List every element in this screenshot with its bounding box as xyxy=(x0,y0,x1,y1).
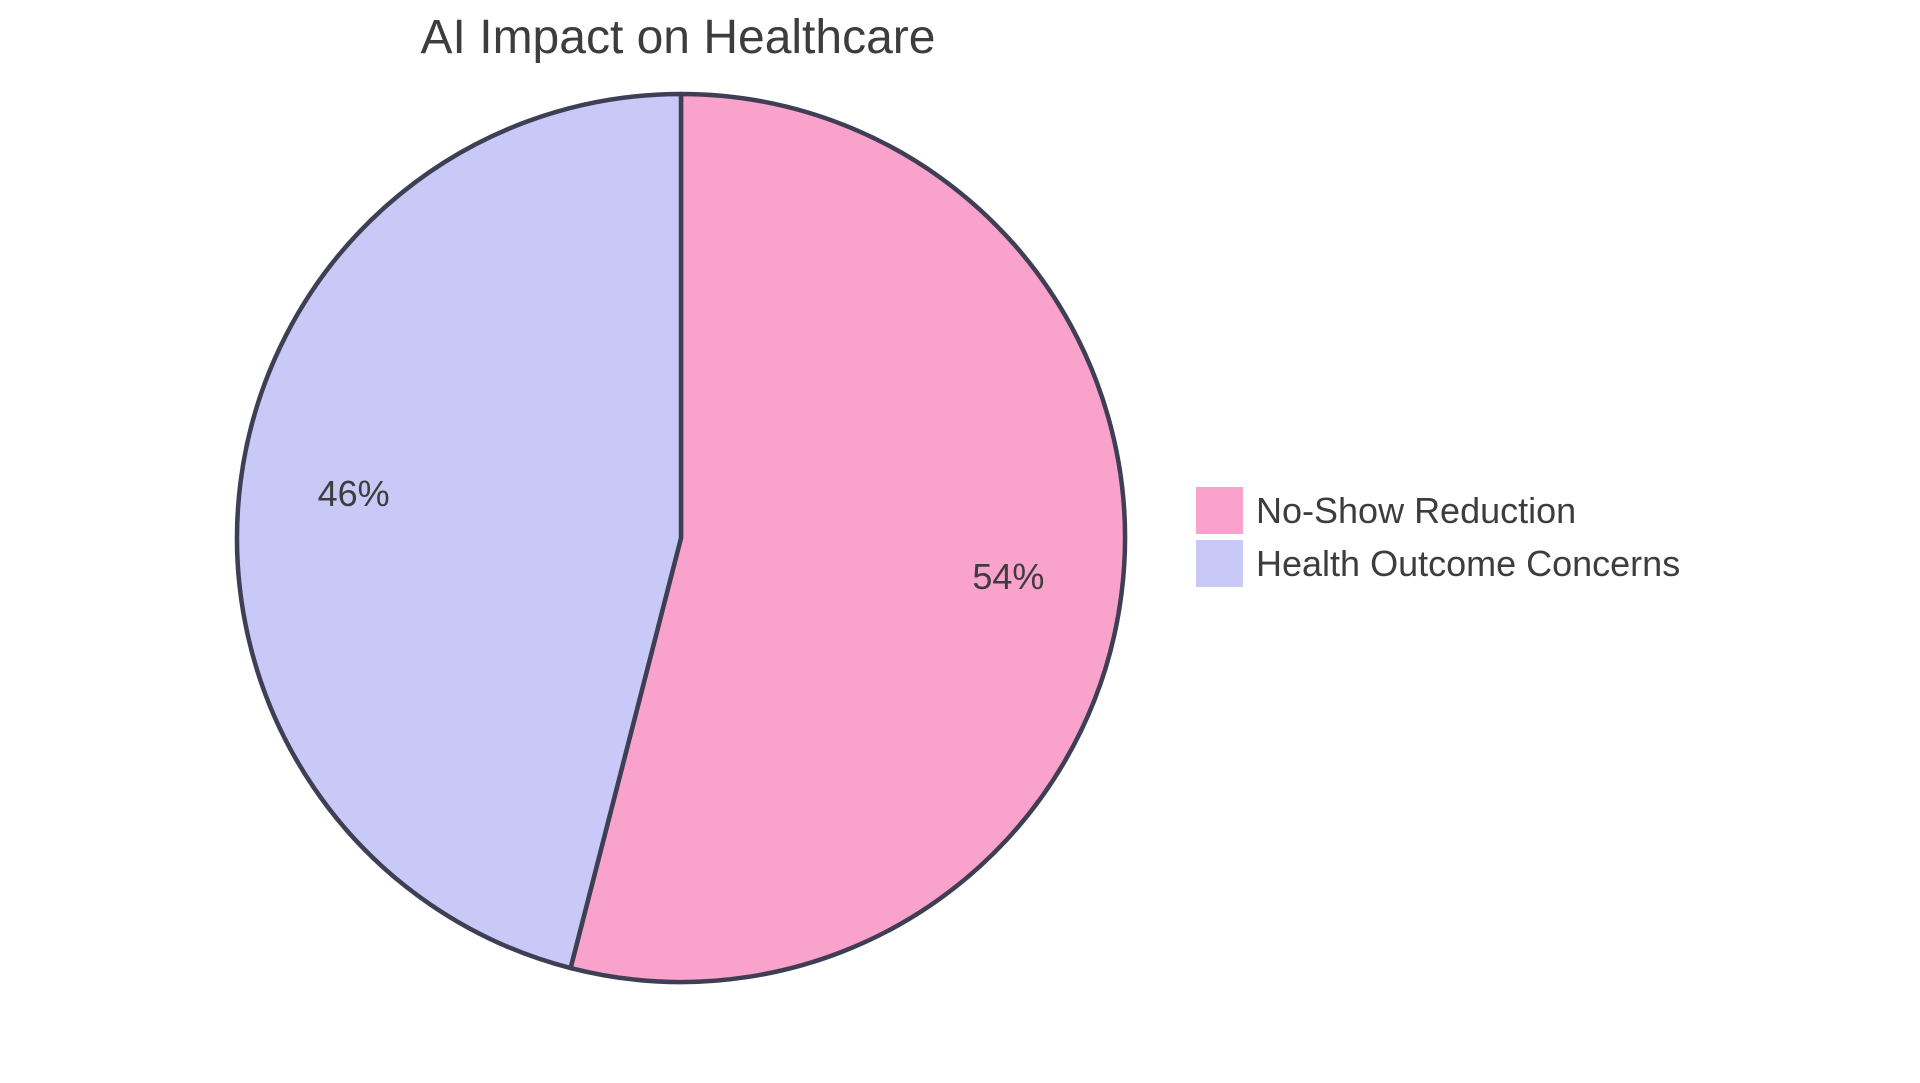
legend-label: Health Outcome Concerns xyxy=(1256,542,1681,584)
legend-swatch-icon xyxy=(1196,487,1243,534)
pie-slice-1[interactable] xyxy=(234,91,684,971)
chart-title: AI Impact on Healthcare xyxy=(420,11,936,64)
legend-label: No-Show Reduction xyxy=(1256,489,1577,531)
legend-item-1[interactable]: Health Outcome Concerns xyxy=(1196,540,1680,587)
legend-swatch-icon xyxy=(1196,540,1243,587)
slice-percent-label: 46% xyxy=(318,473,390,514)
legend: No-Show Reduction Health Outcome Concerns xyxy=(1196,487,1680,593)
pie-slice-0[interactable] xyxy=(568,91,1128,985)
legend-item-0[interactable]: No-Show Reduction xyxy=(1196,487,1680,534)
slice-percent-label: 54% xyxy=(972,556,1044,597)
